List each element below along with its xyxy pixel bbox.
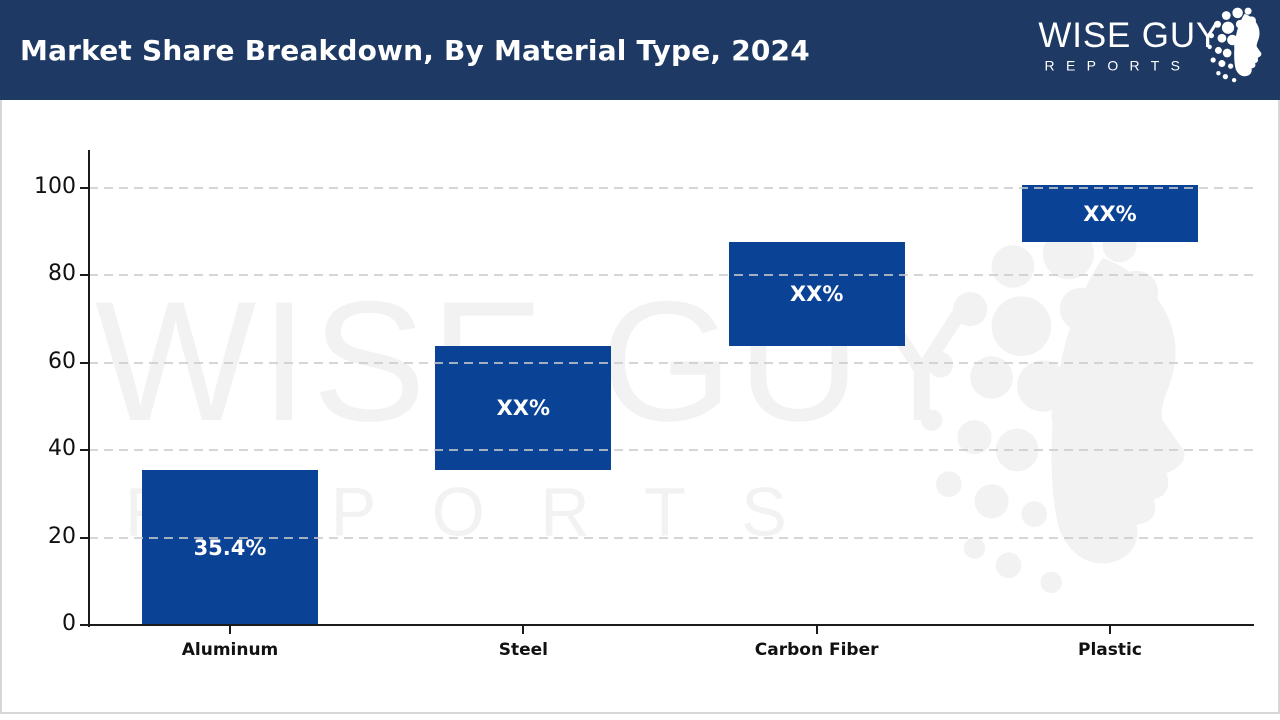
y-tick-0	[80, 624, 88, 626]
y-tick-60	[80, 361, 88, 364]
page-title: Market Share Breakdown, By Material Type…	[20, 33, 810, 67]
wiseguy-logo	[1038, 5, 1266, 88]
y-tick-20	[80, 536, 88, 539]
x-tick-carbon-fiber	[815, 625, 818, 634]
gridline-y40	[89, 449, 1254, 451]
header-bar: Market Share Breakdown, By Material Type…	[0, 0, 1280, 100]
x-tick-label-steel: Steel	[498, 640, 548, 660]
y-tick-label-40: 40	[48, 436, 76, 461]
bar-label-plastic: XX%	[1083, 201, 1137, 226]
content-frame	[0, 100, 1280, 714]
y-tick-label-20: 20	[48, 523, 76, 549]
x-tick-label-carbon-fiber: Carbon Fiber	[754, 640, 879, 660]
bar-label-aluminum: 35.4%	[193, 535, 267, 560]
x-tick-label-aluminum: Aluminum	[181, 640, 279, 660]
x-tick-plastic	[1108, 625, 1111, 634]
y-axis-line	[88, 150, 90, 627]
y-tick-label-0: 0	[62, 611, 76, 636]
y-tick-label-60: 60	[48, 348, 76, 374]
gridline-y100	[89, 186, 1254, 189]
y-tick-label-80: 80	[48, 261, 76, 286]
y-tick-80	[80, 274, 88, 276]
x-axis-line	[87, 624, 1254, 626]
gridline-y80	[89, 274, 1254, 276]
x-tick-label-plastic: Plastic	[1078, 640, 1142, 660]
x-tick-steel	[522, 625, 525, 634]
bar-label-carbon-fiber: XX%	[789, 282, 844, 307]
y-tick-label-100: 100	[34, 173, 76, 199]
y-tick-40	[80, 449, 88, 451]
x-tick-aluminum	[229, 625, 231, 634]
bar-label-steel: XX%	[496, 396, 551, 420]
gridline-y60	[89, 361, 1254, 364]
y-tick-100	[80, 186, 88, 189]
